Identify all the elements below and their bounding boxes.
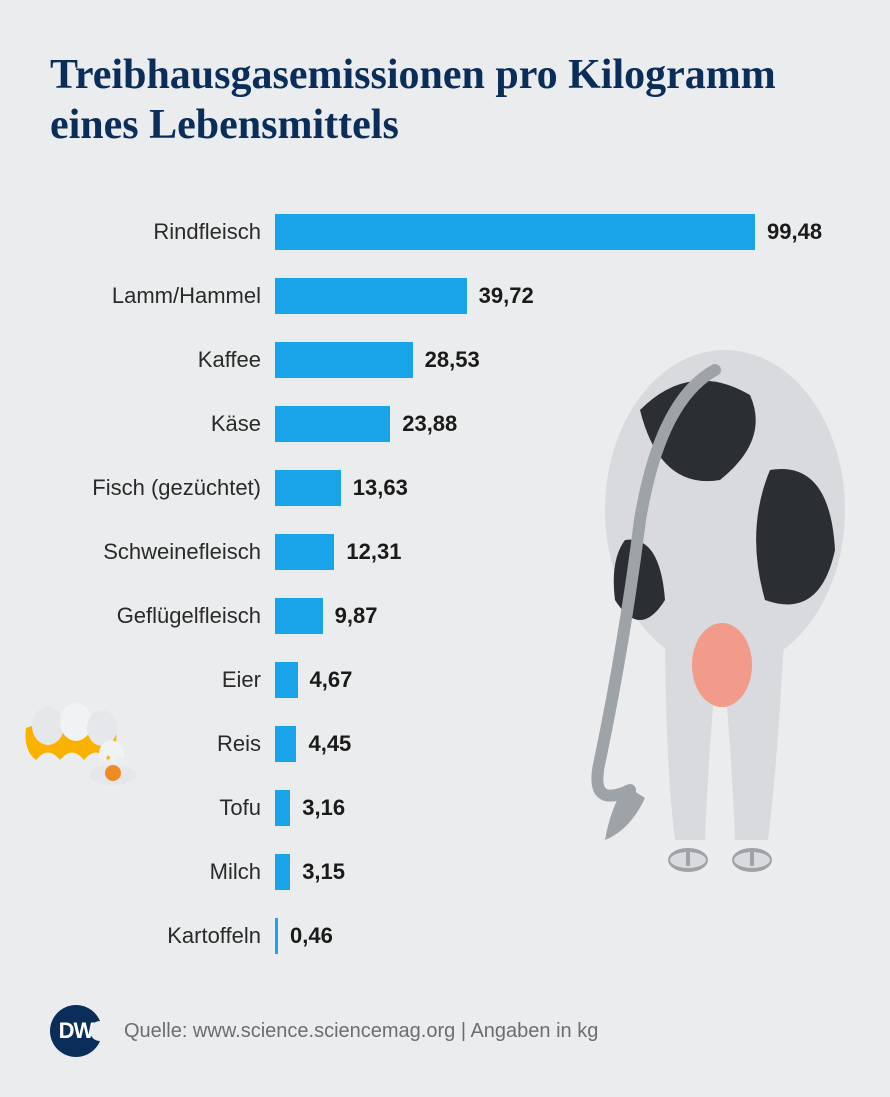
- bar-value: 4,67: [310, 667, 353, 693]
- bar-value: 23,88: [402, 411, 457, 437]
- bar: [275, 598, 323, 634]
- bar-label: Kaffee: [50, 347, 275, 373]
- bar-row: Reis 4,45: [50, 723, 840, 765]
- bar-label: Rindfleisch: [50, 219, 275, 245]
- source-text: Quelle: www.science.sciencemag.org | Ang…: [124, 1020, 598, 1043]
- bar: [275, 214, 755, 250]
- bar-value: 12,31: [346, 539, 401, 565]
- bar-row: Lamm/Hammel 39,72: [50, 275, 840, 317]
- bar: [275, 854, 290, 890]
- bar-row: Tofu 3,16: [50, 787, 840, 829]
- bar: [275, 662, 298, 698]
- bar-row: Schweinefleisch 12,31: [50, 531, 840, 573]
- bar-label: Reis: [50, 731, 275, 757]
- bar-row: Milch 3,15: [50, 851, 840, 893]
- dw-logo-text: DW: [59, 1018, 94, 1044]
- bar-value: 3,16: [302, 795, 345, 821]
- dw-logo: DW: [50, 1005, 102, 1057]
- bar-value: 99,48: [767, 219, 822, 245]
- bar-row: Käse 23,88: [50, 403, 840, 445]
- bar: [275, 342, 413, 378]
- bar: [275, 470, 341, 506]
- chart-title: Treibhausgasemissionen pro Kilogramm ein…: [50, 50, 840, 151]
- bar-row: Kaffee 28,53: [50, 339, 840, 381]
- bar: [275, 790, 290, 826]
- bar-row: Eier 4,67: [50, 659, 840, 701]
- bar-label: Milch: [50, 859, 275, 885]
- bar-value: 9,87: [335, 603, 378, 629]
- bar-label: Schweinefleisch: [50, 539, 275, 565]
- bar-value: 13,63: [353, 475, 408, 501]
- bar-value: 0,46: [290, 923, 333, 949]
- bar-value: 4,45: [308, 731, 351, 757]
- bar-row: Rindfleisch 99,48: [50, 211, 840, 253]
- bar-value: 28,53: [425, 347, 480, 373]
- bar-label: Käse: [50, 411, 275, 437]
- bar: [275, 726, 296, 762]
- bar-row: Geflügelfleisch 9,87: [50, 595, 840, 637]
- bar: [275, 406, 390, 442]
- bar-row: Fisch (gezüchtet) 13,63: [50, 467, 840, 509]
- bar-row: Kartoffeln 0,46: [50, 915, 840, 957]
- bar: [275, 278, 467, 314]
- bar-label: Fisch (gezüchtet): [50, 475, 275, 501]
- bar: [275, 918, 278, 954]
- bar-label: Tofu: [50, 795, 275, 821]
- bar-value: 3,15: [302, 859, 345, 885]
- bar-chart: Rindfleisch 99,48 Lamm/Hammel 39,72 Kaffee 28…: [50, 211, 840, 957]
- bar-value: 39,72: [479, 283, 534, 309]
- bar-label: Geflügelfleisch: [50, 603, 275, 629]
- bar-label: Kartoffeln: [50, 923, 275, 949]
- bar: [275, 534, 334, 570]
- bar-label: Eier: [50, 667, 275, 693]
- bar-label: Lamm/Hammel: [50, 283, 275, 309]
